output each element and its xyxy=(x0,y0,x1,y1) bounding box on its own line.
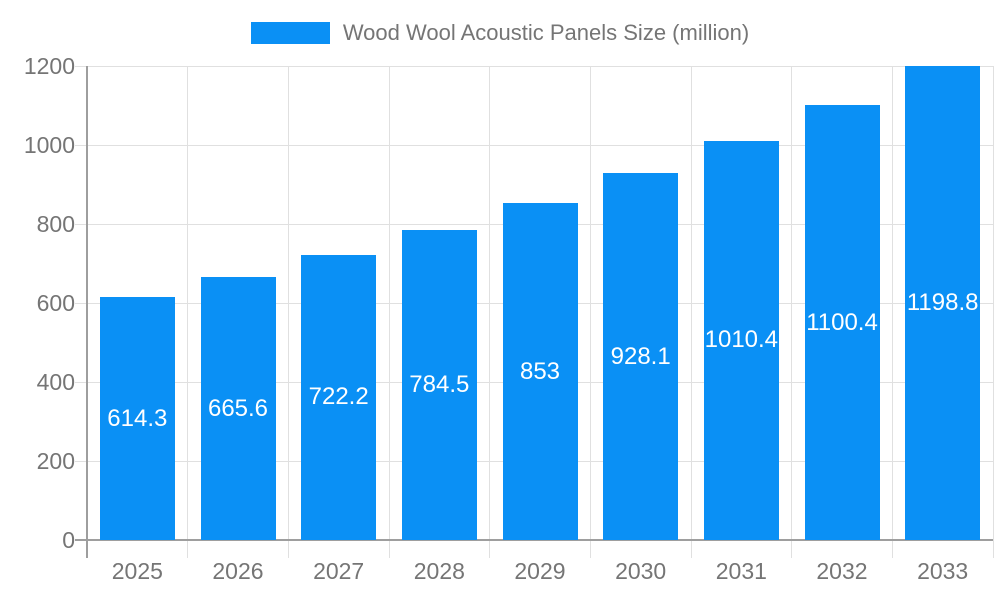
y-axis-line xyxy=(86,66,88,558)
bar[interactable]: 722.2 xyxy=(301,254,377,540)
x-tick-label: 2027 xyxy=(313,558,365,584)
y-tick-label: 400 xyxy=(36,369,75,395)
x-tick-label: 2026 xyxy=(212,558,264,584)
y-tick-label: 600 xyxy=(36,290,75,316)
bar[interactable]: 784.5 xyxy=(401,230,477,540)
x-gridline xyxy=(891,66,893,558)
x-tick-label: 2032 xyxy=(816,558,868,584)
x-gridline xyxy=(388,66,390,558)
x-tick-label: 2031 xyxy=(715,558,767,584)
bar[interactable]: 1100.4 xyxy=(804,105,880,540)
bar[interactable]: 853 xyxy=(502,203,578,540)
bar[interactable]: 928.1 xyxy=(603,173,679,540)
y-tick-label: 0 xyxy=(62,527,75,553)
bar-value-label: 1100.4 xyxy=(806,308,878,336)
bar[interactable]: 1010.4 xyxy=(703,140,779,540)
y-tick-label: 800 xyxy=(36,211,75,237)
plot-area: 614.3 665.6 722.2 784.5 853 928.1 1010.4 1100.4… xyxy=(24,53,994,584)
bar-value-label: 928.1 xyxy=(610,342,671,370)
y-tick-label: 1000 xyxy=(23,132,75,158)
x-tick-label: 2029 xyxy=(514,558,566,584)
bar-value-label: 722.2 xyxy=(308,383,369,411)
bar-value-label: 784.5 xyxy=(409,371,470,399)
x-gridline xyxy=(489,66,491,558)
legend-swatch[interactable] xyxy=(250,22,330,44)
y-tick-label: 200 xyxy=(36,448,75,474)
bar-value-label: 665.6 xyxy=(207,394,269,422)
legend-label[interactable]: Wood Wool Acoustic Panels Size (million) xyxy=(342,20,750,45)
bar[interactable]: 1198.8 xyxy=(905,66,981,540)
y-tick-label: 1200 xyxy=(23,53,75,79)
x-gridline xyxy=(187,66,189,558)
x-tick-label: 2028 xyxy=(413,558,465,584)
bar-value-label: 614.3 xyxy=(107,404,168,432)
x-gridline xyxy=(287,66,289,558)
x-tick-label: 2030 xyxy=(615,558,667,584)
y-gridline xyxy=(75,65,993,67)
bar-value-label: 853 xyxy=(519,357,561,385)
legend[interactable]: Wood Wool Acoustic Panels Size (million) xyxy=(0,20,1000,46)
bar-value-label: 1198.8 xyxy=(906,289,979,317)
x-gridline xyxy=(589,66,591,558)
bar-value-label: 1010.4 xyxy=(704,326,779,354)
x-gridline xyxy=(690,66,692,558)
x-gridline xyxy=(791,66,793,558)
x-gridline xyxy=(992,66,994,558)
bar[interactable]: 614.3 xyxy=(99,297,175,540)
y-gridline xyxy=(75,144,993,146)
x-axis-line xyxy=(75,539,993,541)
bar[interactable]: 665.6 xyxy=(200,277,276,540)
x-tick-label: 2025 xyxy=(111,558,163,584)
x-tick-label: 2033 xyxy=(917,558,969,584)
